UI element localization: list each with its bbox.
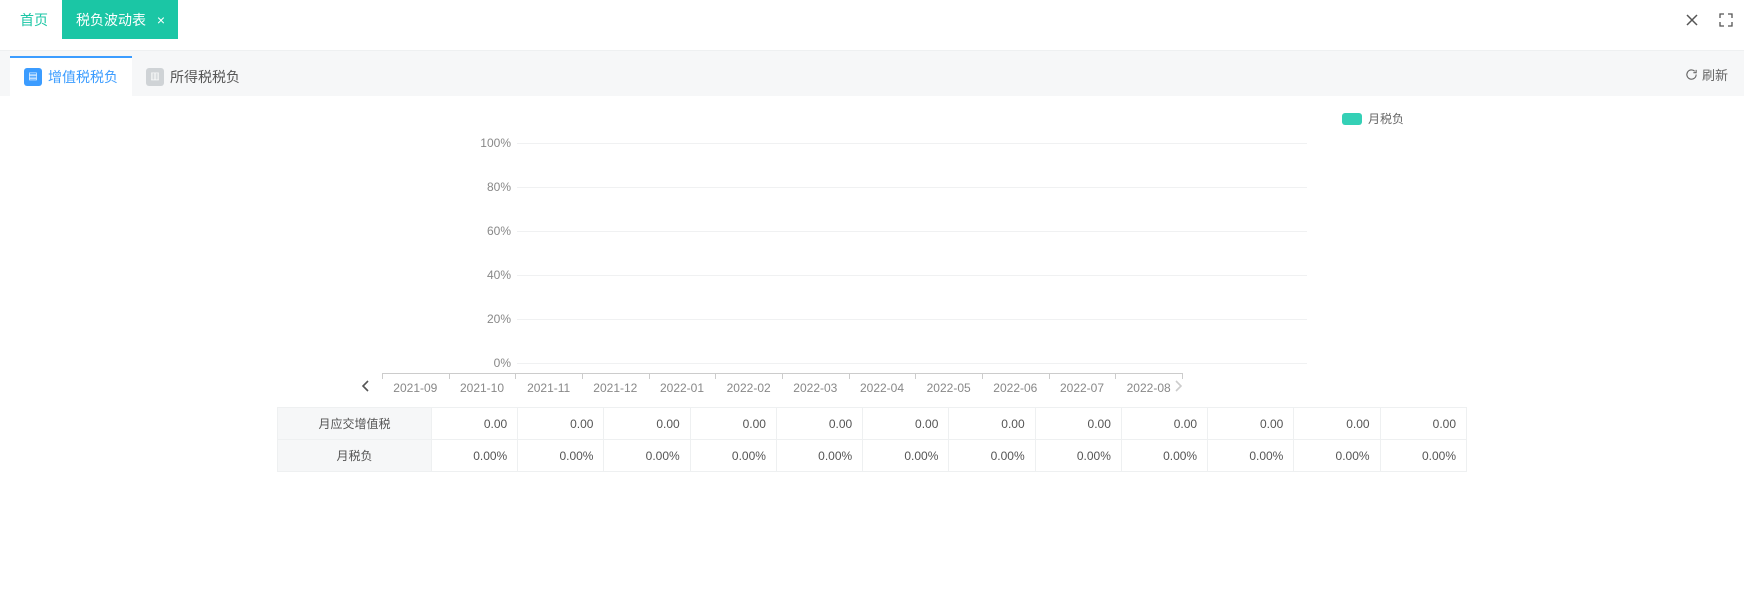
- x-tick: [982, 373, 983, 379]
- x-axis-label: 2022-07: [1060, 381, 1104, 395]
- x-tick: [849, 373, 850, 379]
- cell: 0.00: [1294, 408, 1380, 440]
- chart-legend: 月税负: [0, 106, 1744, 133]
- refresh-icon: [1685, 68, 1698, 81]
- cell: 0.00%: [1380, 440, 1466, 472]
- x-tick: [1115, 373, 1116, 379]
- y-axis-label: 60%: [477, 224, 511, 238]
- refresh-label: 刷新: [1702, 65, 1728, 84]
- cell: 0.00%: [863, 440, 949, 472]
- tab-label: 税负波动表: [76, 10, 146, 30]
- chart-x-axis: 2021-09 2021-10 2021-11 2021-12 2022-01 2022-…: [277, 373, 1467, 403]
- cell: 0.00%: [1035, 440, 1121, 472]
- x-axis-label: 2022-05: [927, 381, 971, 395]
- y-axis-label: 0%: [477, 356, 511, 370]
- cell: 0.00: [604, 408, 690, 440]
- x-axis-label: 2021-10: [460, 381, 504, 395]
- gridline: [517, 363, 1307, 364]
- chart-next-button[interactable]: [1169, 377, 1187, 395]
- cell: 0.00%: [949, 440, 1035, 472]
- cell: 0.00%: [432, 440, 518, 472]
- cell: 0.00: [518, 408, 604, 440]
- cell: 0.00: [1208, 408, 1294, 440]
- cell: 0.00%: [776, 440, 862, 472]
- row-header: 月税负: [278, 440, 432, 472]
- top-tab-strip: 首页 税负波动表 ×: [0, 0, 1744, 40]
- x-tick: [782, 373, 783, 379]
- fullscreen-icon: [1719, 13, 1733, 27]
- gridline: [517, 231, 1307, 232]
- gridline: [517, 275, 1307, 276]
- y-axis-label: 100%: [477, 136, 511, 150]
- x-axis-label: 2022-06: [993, 381, 1037, 395]
- cell: 0.00%: [690, 440, 776, 472]
- sub-tab-label: 所得税税负: [170, 67, 240, 87]
- x-tick: [582, 373, 583, 379]
- fullscreen-button[interactable]: [1716, 10, 1736, 30]
- chevron-right-icon: [1173, 379, 1183, 393]
- refresh-button[interactable]: 刷新: [1685, 51, 1728, 97]
- chart-panel: 月税负 0%20%40%60%80%100% 2021-092021-10202…: [0, 96, 1744, 472]
- gridline: [517, 319, 1307, 320]
- cell: 0.00: [432, 408, 518, 440]
- table-row: 月应交增值税0.000.000.000.000.000.000.000.000.…: [278, 408, 1467, 440]
- x-tick: [1049, 373, 1050, 379]
- close-icon: [1685, 13, 1699, 27]
- sub-tab-label: 增值税税负: [48, 67, 118, 87]
- chevron-left-icon: [361, 379, 371, 393]
- cell: 0.00%: [518, 440, 604, 472]
- cell: 0.00: [949, 408, 1035, 440]
- tab-home[interactable]: 首页: [6, 0, 62, 39]
- cell: 0.00%: [1121, 440, 1207, 472]
- tab-close-icon[interactable]: ×: [154, 13, 168, 27]
- x-tick: [515, 373, 516, 379]
- vat-icon: ▤: [24, 68, 42, 86]
- cell: 0.00: [1380, 408, 1466, 440]
- x-axis-label: 2021-09: [393, 381, 437, 395]
- cell: 0.00%: [604, 440, 690, 472]
- x-tick: [715, 373, 716, 379]
- chart-prev-button[interactable]: [357, 377, 375, 395]
- x-axis-label: 2021-12: [593, 381, 637, 395]
- cell: 0.00: [1121, 408, 1207, 440]
- y-axis-label: 20%: [477, 312, 511, 326]
- x-tick: [915, 373, 916, 379]
- x-axis-label: 2021-11: [527, 381, 570, 395]
- close-all-tabs-button[interactable]: [1682, 10, 1702, 30]
- gridline: [517, 187, 1307, 188]
- data-table: 月应交增值税0.000.000.000.000.000.000.000.000.…: [277, 407, 1467, 472]
- income-tax-icon: ▥: [146, 68, 164, 86]
- x-axis-label: 2022-04: [860, 381, 904, 395]
- legend-label: 月税负: [1368, 110, 1404, 127]
- cell: 0.00: [863, 408, 949, 440]
- x-axis-label: 2022-03: [793, 381, 837, 395]
- row-header: 月应交增值税: [278, 408, 432, 440]
- cell: 0.00%: [1208, 440, 1294, 472]
- tab-tax-fluctuation[interactable]: 税负波动表 ×: [62, 0, 178, 39]
- cell: 0.00: [690, 408, 776, 440]
- x-axis-label: 2022-08: [1127, 381, 1171, 395]
- x-tick: [382, 373, 383, 379]
- cell: 0.00: [776, 408, 862, 440]
- x-tick: [649, 373, 650, 379]
- x-axis-label: 2022-01: [660, 381, 704, 395]
- y-axis-label: 80%: [477, 180, 511, 194]
- sub-tab-vat[interactable]: ▤ 增值税税负: [10, 56, 132, 96]
- sub-tab-income-tax[interactable]: ▥ 所得税税负: [132, 56, 254, 96]
- legend-swatch: [1342, 113, 1362, 125]
- gridline: [517, 143, 1307, 144]
- cell: 0.00: [1035, 408, 1121, 440]
- x-axis-label: 2022-02: [727, 381, 771, 395]
- table-row: 月税负0.00%0.00%0.00%0.00%0.00%0.00%0.00%0.…: [278, 440, 1467, 472]
- y-axis-label: 40%: [477, 268, 511, 282]
- sub-tab-strip: ▤ 增值税税负 ▥ 所得税税负 刷新: [0, 50, 1744, 96]
- cell: 0.00%: [1294, 440, 1380, 472]
- line-chart: 0% 20% 40% 60% 80% 100%: [437, 133, 1307, 373]
- x-tick: [449, 373, 450, 379]
